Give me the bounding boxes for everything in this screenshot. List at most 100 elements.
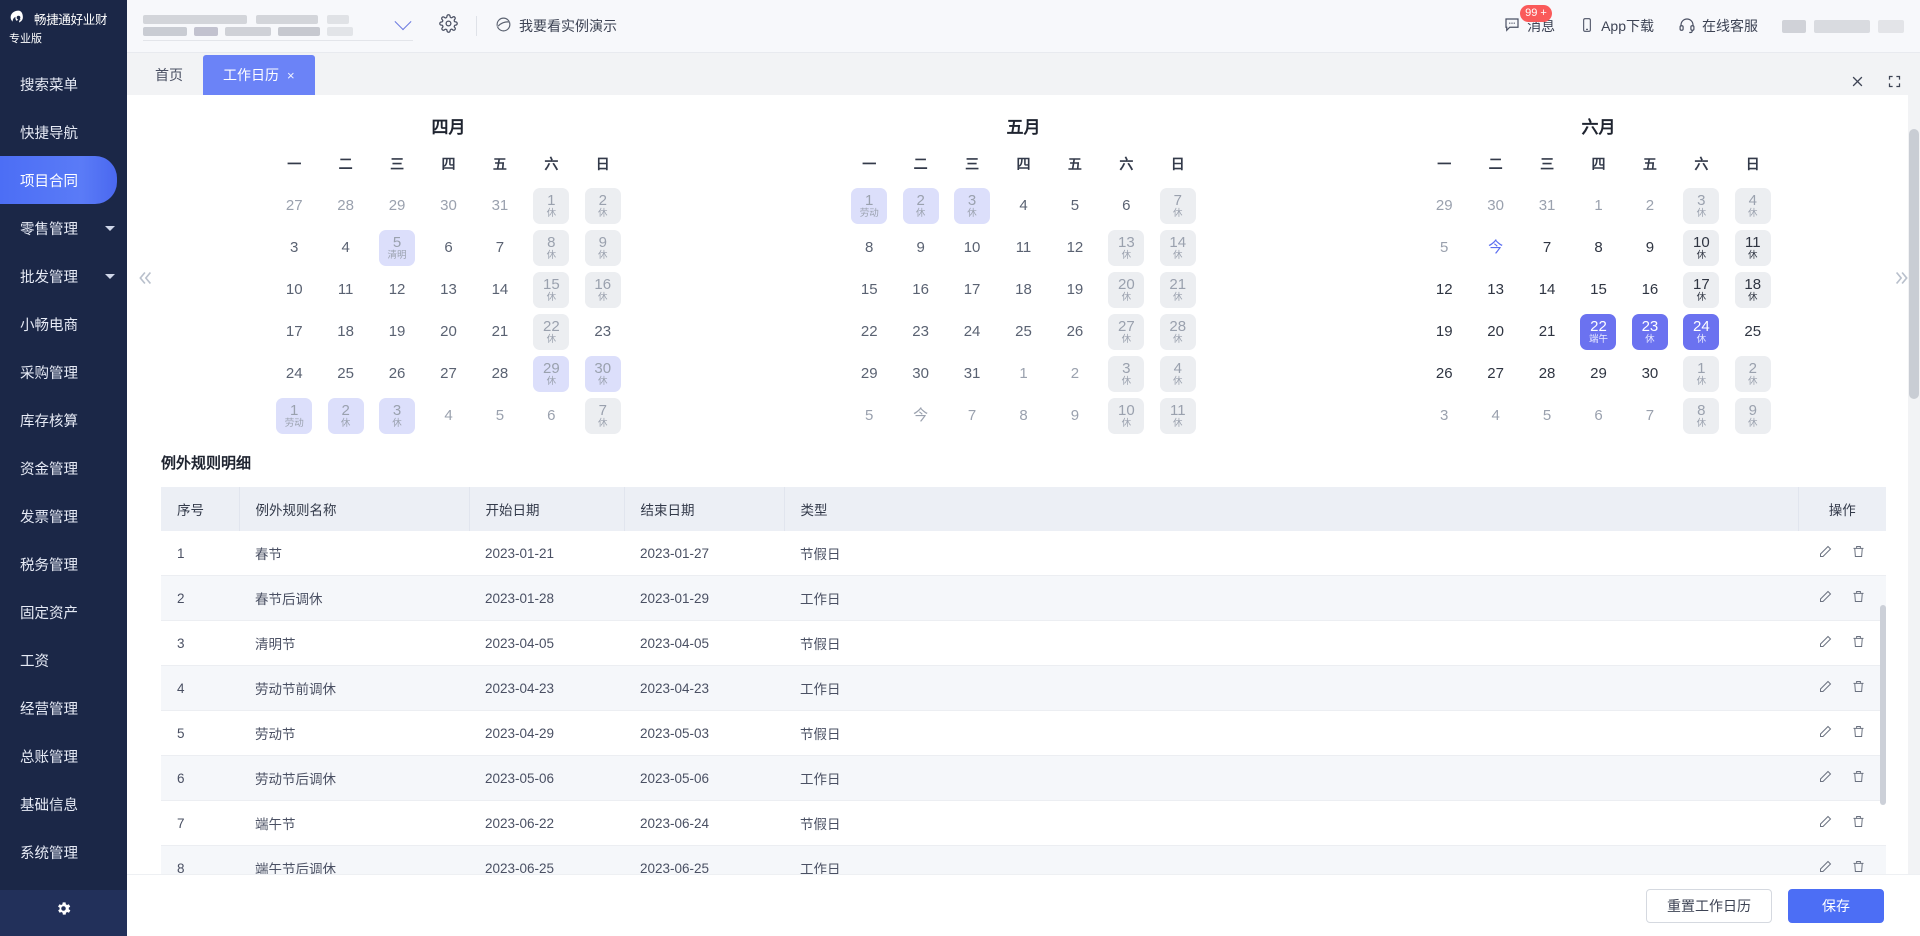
calendar-day[interactable]: 19 xyxy=(379,314,415,350)
calendar-day[interactable]: 14 xyxy=(482,272,518,308)
edit-icon[interactable] xyxy=(1818,724,1833,739)
calendar-day[interactable]: 29 xyxy=(851,356,887,392)
org-selector[interactable] xyxy=(143,11,413,41)
table-row[interactable]: 3 清明节 2023-04-05 2023-04-05 节假日 xyxy=(161,620,1886,666)
calendar-day[interactable]: 21 xyxy=(1529,314,1565,350)
tab-work-calendar[interactable]: 工作日历 × xyxy=(203,55,315,95)
sidebar-item-16[interactable]: 系统管理 xyxy=(0,828,127,876)
sidebar-item-5[interactable]: 小畅电商 xyxy=(0,300,127,348)
calendar-day[interactable]: 24 xyxy=(954,314,990,350)
sidebar-item-9[interactable]: 发票管理 xyxy=(0,492,127,540)
calendar-day[interactable]: 18 xyxy=(328,314,364,350)
calendar-day[interactable]: 9 xyxy=(1057,398,1093,434)
table-row[interactable]: 8 端午节后调休 2023-06-25 2023-06-25 工作日 xyxy=(161,845,1886,874)
fullscreen-icon[interactable] xyxy=(1887,74,1902,89)
calendar-day[interactable]: 11 xyxy=(1005,230,1041,266)
calendar-day[interactable]: 12 xyxy=(379,272,415,308)
calendar-day[interactable]: 30 xyxy=(1632,356,1668,392)
table-scrollbar-thumb[interactable] xyxy=(1880,605,1886,805)
calendar-day[interactable]: 4 xyxy=(430,398,466,434)
calendar-day[interactable]: 23 休 xyxy=(1631,314,1668,350)
close-icon[interactable]: × xyxy=(287,67,295,83)
table-row[interactable]: 6 劳动节后调休 2023-05-06 2023-05-06 工作日 xyxy=(161,755,1886,801)
calendar-prev-button[interactable] xyxy=(127,261,161,295)
calendar-day[interactable]: 1 劳动 xyxy=(276,398,313,434)
calendar-day[interactable]: 14 休 xyxy=(1159,230,1196,266)
topbar-settings-button[interactable] xyxy=(439,14,458,38)
calendar-day[interactable]: 27 xyxy=(430,356,466,392)
calendar-day[interactable]: 30 xyxy=(430,188,466,224)
close-icon[interactable] xyxy=(1850,74,1865,89)
calendar-day[interactable]: 25 xyxy=(328,356,364,392)
calendar-day[interactable]: 1 xyxy=(1005,356,1041,392)
calendar-next-button[interactable] xyxy=(1886,261,1920,295)
sidebar-item-15[interactable]: 基础信息 xyxy=(0,780,127,828)
trash-icon[interactable] xyxy=(1851,544,1866,559)
calendar-day[interactable]: 20 休 xyxy=(1108,272,1145,308)
page-scrollbar[interactable] xyxy=(1908,95,1920,874)
edit-icon[interactable] xyxy=(1818,679,1833,694)
calendar-day[interactable]: 3 xyxy=(276,230,312,266)
calendar-day[interactable]: 29 xyxy=(379,188,415,224)
save-button[interactable]: 保存 xyxy=(1788,888,1884,923)
calendar-day[interactable]: 17 xyxy=(954,272,990,308)
calendar-day[interactable]: 8 xyxy=(1580,230,1616,266)
calendar-day[interactable]: 26 xyxy=(1057,314,1093,350)
app-download-button[interactable]: App下载 xyxy=(1579,16,1654,36)
calendar-day[interactable]: 7 xyxy=(1529,230,1565,266)
table-row[interactable]: 2 春节后调休 2023-01-28 2023-01-29 工作日 xyxy=(161,575,1886,621)
table-row[interactable]: 1 春节 2023-01-21 2023-01-27 节假日 xyxy=(161,531,1886,576)
trash-icon[interactable] xyxy=(1851,589,1866,604)
sidebar-settings-button[interactable] xyxy=(0,886,127,936)
brand-logo[interactable]: 畅捷通好业财 专业版 xyxy=(0,0,127,52)
calendar-day[interactable]: 16 休 xyxy=(584,272,621,308)
calendar-day[interactable]: 19 xyxy=(1426,314,1462,350)
calendar-day[interactable]: 12 xyxy=(1057,230,1093,266)
calendar-day[interactable]: 29 xyxy=(1580,356,1616,392)
calendar-day[interactable]: 20 xyxy=(430,314,466,350)
edit-icon[interactable] xyxy=(1818,769,1833,784)
demo-link[interactable]: 我要看实例演示 xyxy=(495,16,617,36)
sidebar-item-13[interactable]: 经营管理 xyxy=(0,684,127,732)
calendar-day[interactable]: 23 xyxy=(903,314,939,350)
calendar-day[interactable]: 6 xyxy=(533,398,569,434)
calendar-day[interactable]: 28 xyxy=(1529,356,1565,392)
calendar-day[interactable]: 29 休 xyxy=(533,356,570,392)
calendar-day[interactable]: 1 劳动 xyxy=(851,188,888,224)
calendar-day[interactable]: 28 xyxy=(328,188,364,224)
calendar-day[interactable]: 24 休 xyxy=(1683,314,1720,350)
calendar-day[interactable]: 30 xyxy=(903,356,939,392)
calendar-day[interactable]: 22 端午 xyxy=(1580,314,1617,350)
calendar-day[interactable]: 27 xyxy=(276,188,312,224)
calendar-day[interactable]: 12 xyxy=(1426,272,1462,308)
calendar-day[interactable]: 13 休 xyxy=(1108,230,1145,266)
calendar-day[interactable]: 4 xyxy=(1478,398,1514,434)
calendar-day[interactable]: 30 xyxy=(1478,188,1514,224)
calendar-day[interactable]: 22 xyxy=(851,314,887,350)
calendar-day[interactable]: 9 xyxy=(1632,230,1668,266)
calendar-day[interactable]: 25 xyxy=(1735,314,1771,350)
calendar-day[interactable]: 9 xyxy=(903,230,939,266)
calendar-day[interactable]: 26 xyxy=(379,356,415,392)
calendar-day[interactable]: 5 xyxy=(482,398,518,434)
calendar-day[interactable]: 4 xyxy=(1005,188,1041,224)
sidebar-item-4[interactable]: 批发管理 xyxy=(0,252,127,300)
reset-calendar-button[interactable]: 重置工作日历 xyxy=(1646,888,1772,923)
calendar-day[interactable]: 30 休 xyxy=(584,356,621,392)
sidebar-item-8[interactable]: 资金管理 xyxy=(0,444,127,492)
calendar-day[interactable]: 6 xyxy=(430,230,466,266)
sidebar-item-0[interactable]: 搜索菜单 xyxy=(0,60,127,108)
calendar-day[interactable]: 5 xyxy=(851,398,887,434)
calendar-day[interactable]: 7 xyxy=(482,230,518,266)
edit-icon[interactable] xyxy=(1818,544,1833,559)
calendar-day[interactable]: 31 xyxy=(954,356,990,392)
